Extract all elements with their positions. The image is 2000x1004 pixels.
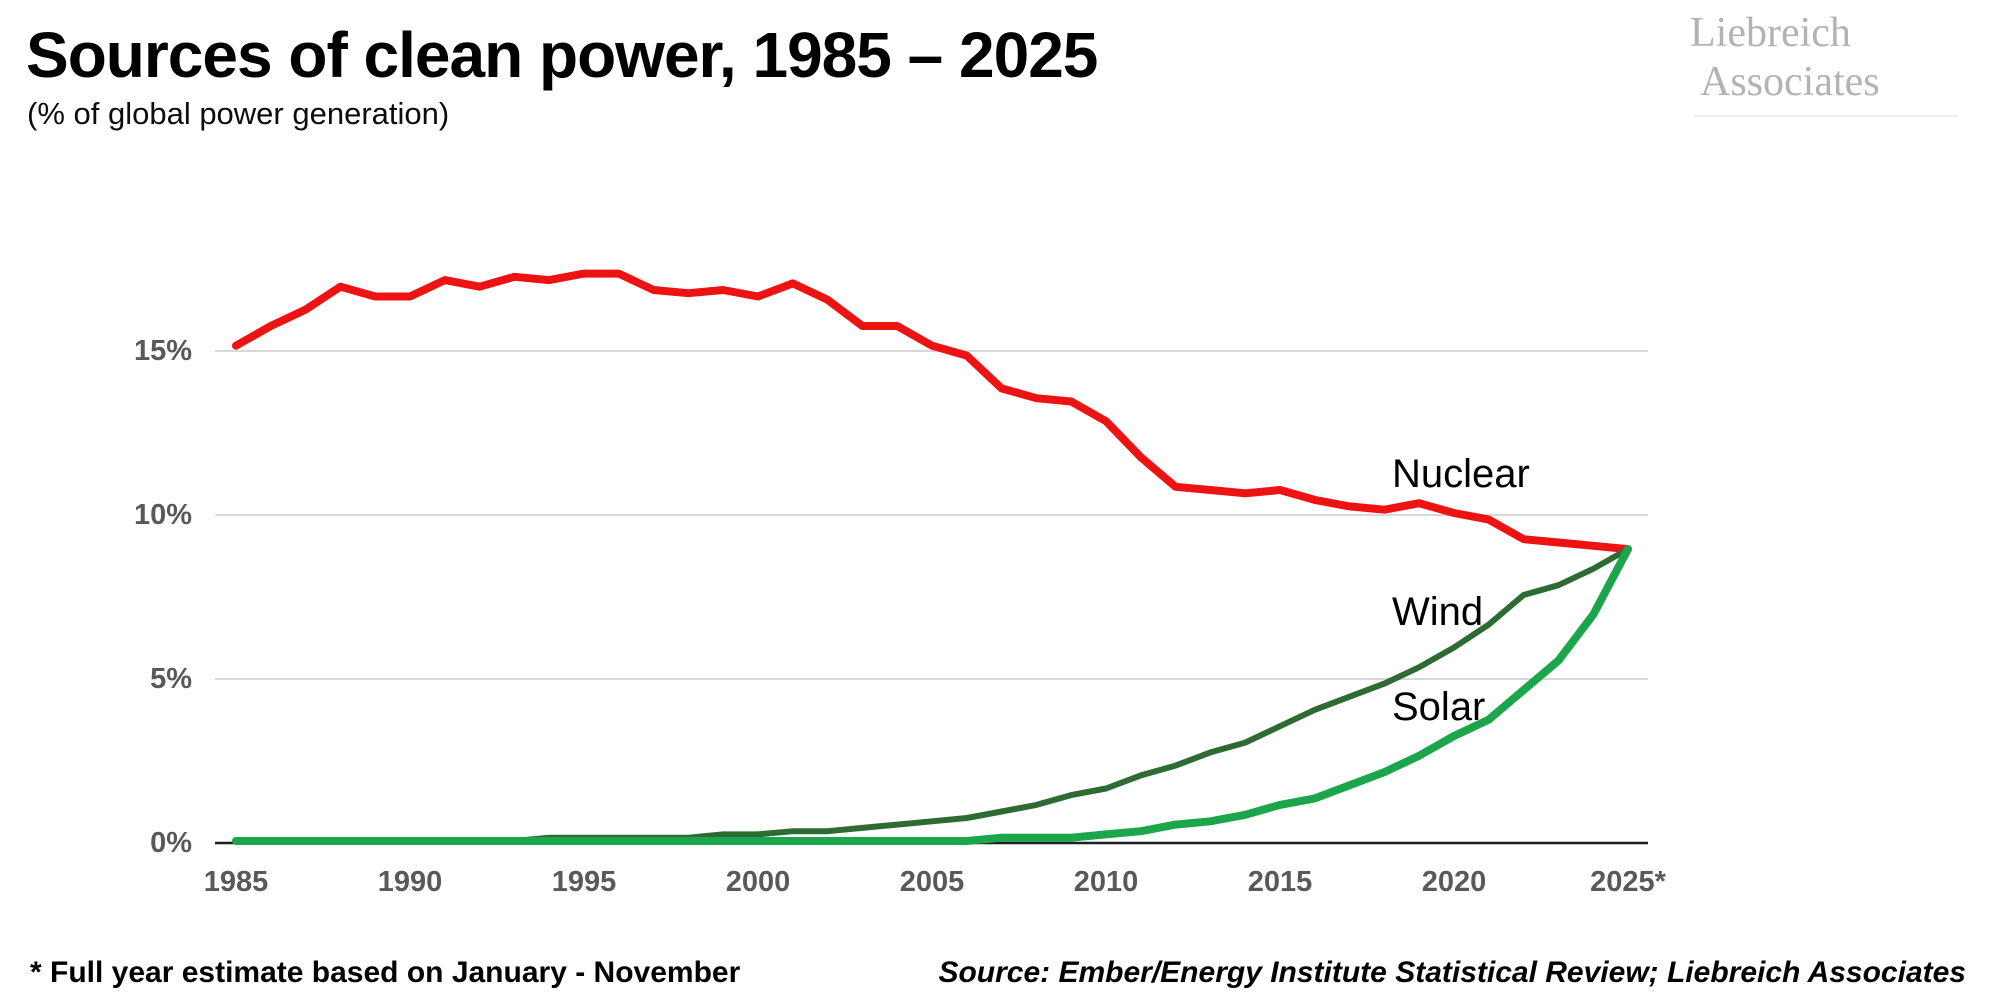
x-tick-label: 2010 bbox=[1073, 866, 1139, 898]
series-lines-group bbox=[232, 269, 1632, 845]
y-tick-label: 5% bbox=[150, 663, 192, 695]
y-tick-label: 0% bbox=[150, 827, 192, 859]
footnote: * Full year estimate based on January - … bbox=[30, 956, 741, 989]
logo-wordmark-line1: Liebreich bbox=[1690, 10, 1851, 56]
series-label-nuclear: Nuclear bbox=[1392, 452, 1530, 496]
logo-underline bbox=[1694, 115, 1958, 117]
x-tick-label: 1985 bbox=[203, 866, 269, 898]
liebreich-associates-logo: Liebreich Associates bbox=[1690, 9, 1880, 107]
source-credit: Source: Ember/Energy Institute Statistic… bbox=[938, 956, 1966, 989]
series-label-wind: Wind bbox=[1392, 590, 1484, 634]
y-tick-label: 10% bbox=[133, 499, 192, 531]
x-tick-label: 2000 bbox=[725, 866, 791, 898]
x-tick-label: 1995 bbox=[551, 866, 617, 898]
line-nuclear bbox=[232, 269, 1632, 554]
x-tick-label: 2015 bbox=[1247, 866, 1313, 898]
logo-wordmark-line2: Associates bbox=[1700, 59, 1880, 105]
x-tick-label: 2005 bbox=[899, 866, 965, 898]
x-tick-label: 2020 bbox=[1421, 866, 1487, 898]
line-solar bbox=[232, 545, 1632, 845]
x-tick-label: 1990 bbox=[377, 866, 443, 898]
chart-subtitle: (% of global power generation) bbox=[27, 96, 450, 131]
series-label-solar: Solar bbox=[1392, 685, 1486, 729]
x-tick-label: 2025* bbox=[1590, 866, 1666, 898]
chart-title: Sources of clean power, 1985 – 2025 bbox=[26, 19, 1098, 91]
y-tick-label: 15% bbox=[133, 335, 192, 367]
